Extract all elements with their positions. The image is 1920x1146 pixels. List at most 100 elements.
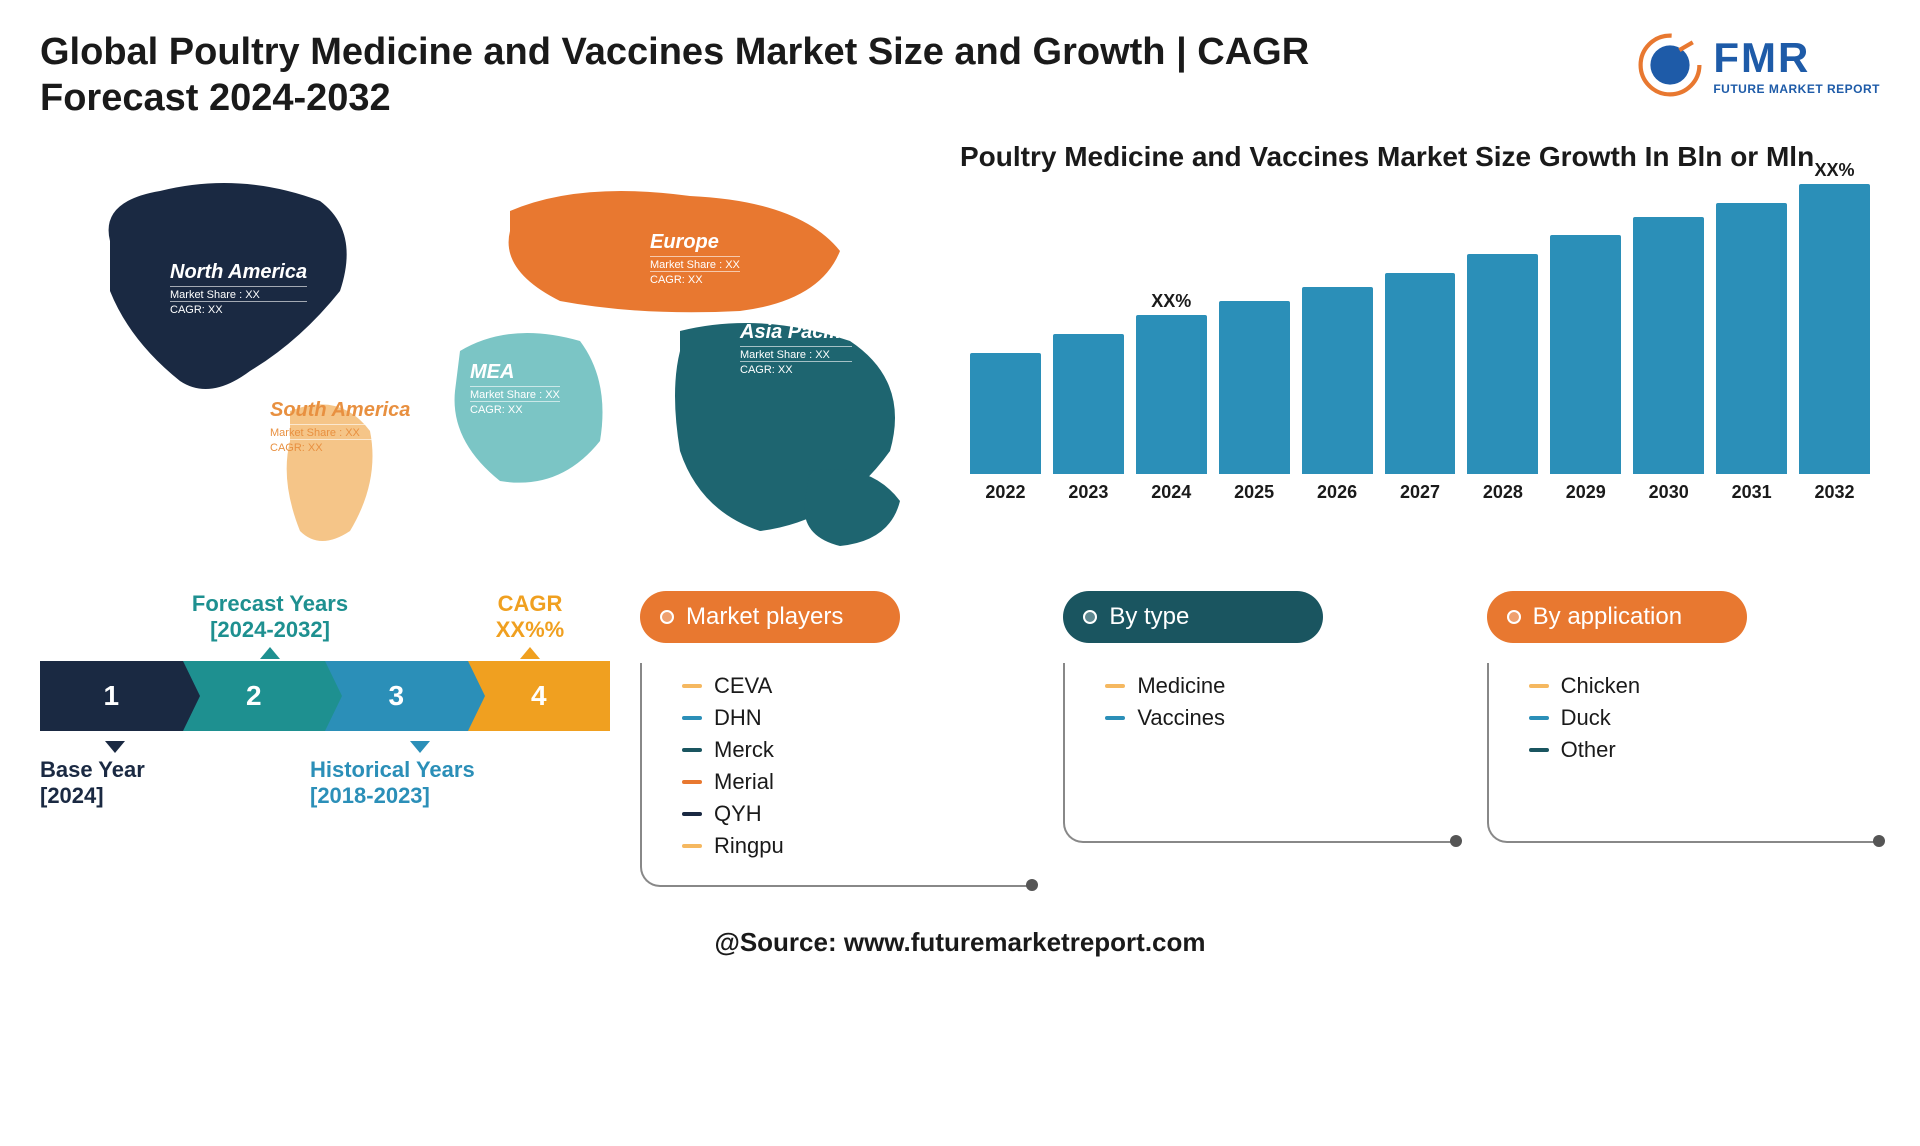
cagr-label: CAGR XX%% <box>470 591 590 659</box>
bar <box>1053 334 1124 475</box>
category-box: By type MedicineVaccines <box>1063 591 1456 887</box>
bar-year-label: 2024 <box>1151 482 1191 503</box>
category-box: By application ChickenDuckOther <box>1487 591 1880 887</box>
bar-year-label: 2032 <box>1814 482 1854 503</box>
bar-year-label: 2022 <box>985 482 1025 503</box>
region-name: MEA <box>470 361 560 384</box>
arrow-up-icon <box>260 647 280 659</box>
bar-column: 2026 <box>1302 287 1373 504</box>
bar-chart: Poultry Medicine and Vaccines Market Siz… <box>960 141 1880 561</box>
categories: Market players CEVA DHN Merck Merial QYH Ringp… <box>640 591 1880 887</box>
timeline-bar: 1234 <box>40 661 610 731</box>
bottom-section: Forecast Years [2024-2032] CAGR XX%% 123… <box>40 591 1880 887</box>
world-map: North AmericaMarket Share : XXCAGR: XX So… <box>40 141 940 561</box>
dash-icon <box>682 748 702 752</box>
item-label: QYH <box>714 801 762 827</box>
bar-column: 2029 <box>1550 235 1621 503</box>
arrow-up-icon <box>520 647 540 659</box>
category-header: By application <box>1487 591 1747 643</box>
region-share: Market Share : XX <box>470 386 560 401</box>
item-label: Merck <box>714 737 774 763</box>
logo-icon <box>1635 30 1705 100</box>
map-label-ap: Asia PacificMarket Share : XXCAGR: XX <box>740 321 852 376</box>
map-label-sa: South AmericaMarket Share : XXCAGR: XX <box>270 399 410 454</box>
timeline-segment: 1 <box>40 661 183 731</box>
forecast-label-text: Forecast Years <box>170 591 370 617</box>
bar <box>1799 184 1870 475</box>
bar-annotation: XX% <box>1151 291 1191 312</box>
category-header: Market players <box>640 591 900 643</box>
dash-icon <box>682 716 702 720</box>
header: Global Poultry Medicine and Vaccines Mar… <box>40 30 1880 121</box>
chart-title: Poultry Medicine and Vaccines Market Siz… <box>960 141 1880 173</box>
cagr-value: XX%% <box>470 617 590 643</box>
dash-icon <box>1529 716 1549 720</box>
bar-column: 2023 <box>1053 334 1124 504</box>
source-attribution: @Source: www.futuremarketreport.com <box>40 927 1880 958</box>
bar-year-label: 2031 <box>1732 482 1772 503</box>
bar-column: 2028 <box>1467 254 1538 503</box>
arrow-down-icon <box>105 741 125 753</box>
bar <box>1302 287 1373 475</box>
list-item: Ringpu <box>682 833 1013 859</box>
list-item: Merial <box>682 769 1013 795</box>
bar <box>1716 203 1787 475</box>
bullet-icon <box>660 610 674 624</box>
bar-column: 2025 <box>1219 301 1290 503</box>
logo-text-sub: FUTURE MARKET REPORT <box>1713 82 1880 96</box>
item-label: CEVA <box>714 673 772 699</box>
hist-range: [2018-2023] <box>310 783 530 809</box>
item-label: Merial <box>714 769 774 795</box>
bar-annotation: XX% <box>1815 160 1855 181</box>
chart-bars: 2022 2023 XX% 2024 2025 2026 2027 2028 2029 2030 2… <box>960 183 1880 503</box>
category-title: By type <box>1109 603 1189 631</box>
category-list: ChickenDuckOther <box>1487 663 1880 843</box>
region-cagr: CAGR: XX <box>650 271 740 286</box>
list-item: QYH <box>682 801 1013 827</box>
bullet-icon <box>1083 610 1097 624</box>
base-label-text: Base Year <box>40 757 190 783</box>
historical-label: Historical Years [2018-2023] <box>310 741 530 809</box>
dash-icon <box>1529 748 1549 752</box>
bar <box>1550 235 1621 474</box>
list-item: Vaccines <box>1105 705 1436 731</box>
list-item: DHN <box>682 705 1013 731</box>
region-share: Market Share : XX <box>740 346 852 361</box>
region-cagr: CAGR: XX <box>270 439 410 454</box>
bar <box>1136 315 1207 474</box>
region-share: Market Share : XX <box>170 286 307 301</box>
bar <box>1219 301 1290 474</box>
map-label-mea: MEAMarket Share : XXCAGR: XX <box>470 361 560 416</box>
bar-column: 2022 <box>970 353 1041 504</box>
bar-column: 2030 <box>1633 217 1704 504</box>
page-title: Global Poultry Medicine and Vaccines Mar… <box>40 30 1340 121</box>
item-label: Ringpu <box>714 833 784 859</box>
dash-icon <box>1105 716 1125 720</box>
bar-year-label: 2026 <box>1317 482 1357 503</box>
bar-year-label: 2025 <box>1234 482 1274 503</box>
bar <box>1633 217 1704 475</box>
logo: FMR FUTURE MARKET REPORT <box>1635 30 1880 100</box>
list-item: Merck <box>682 737 1013 763</box>
category-title: By application <box>1533 603 1682 631</box>
dash-icon <box>1105 684 1125 688</box>
category-list: CEVA DHN Merck Merial QYH Ringpu <box>640 663 1033 887</box>
logo-text-main: FMR <box>1713 34 1880 82</box>
base-value: [2024] <box>40 783 190 809</box>
bar-year-label: 2028 <box>1483 482 1523 503</box>
bar <box>970 353 1041 475</box>
timeline-segment: 2 <box>183 661 326 731</box>
map-label-na: North AmericaMarket Share : XXCAGR: XX <box>170 261 307 316</box>
arrow-down-icon <box>410 741 430 753</box>
timeline-segment: 3 <box>325 661 468 731</box>
forecast-range: [2024-2032] <box>170 617 370 643</box>
item-label: Other <box>1561 737 1616 763</box>
dash-icon <box>682 780 702 784</box>
bar <box>1467 254 1538 474</box>
base-year-label: Base Year [2024] <box>40 741 190 809</box>
dash-icon <box>1529 684 1549 688</box>
bar-year-label: 2029 <box>1566 482 1606 503</box>
category-list: MedicineVaccines <box>1063 663 1456 843</box>
bar-year-label: 2027 <box>1400 482 1440 503</box>
category-title: Market players <box>686 603 843 631</box>
